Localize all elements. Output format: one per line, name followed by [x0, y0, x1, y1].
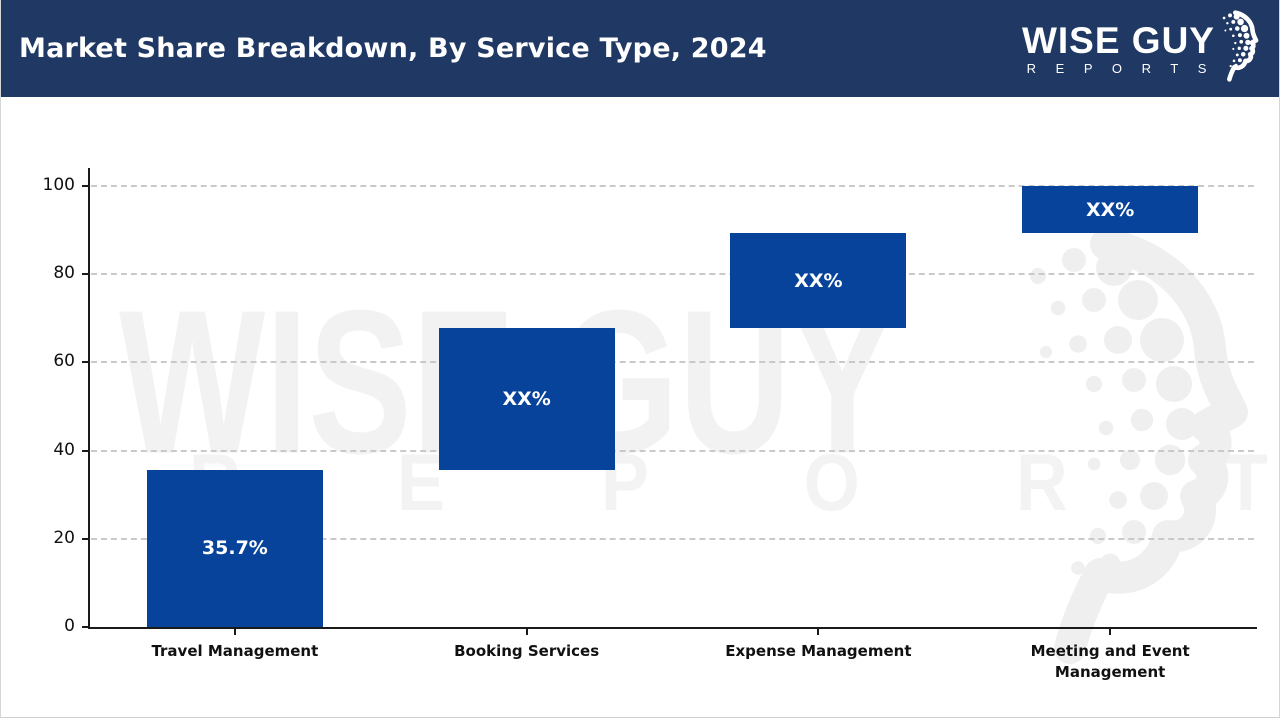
x-tick-mark: [233, 629, 236, 635]
brand-subname: R E P O R T S: [1026, 60, 1215, 76]
x-axis-label: Expense Management: [725, 642, 912, 660]
gridline: [91, 449, 1254, 452]
bar-value-label: XX%: [794, 269, 843, 292]
x-axis-label: Travel Management: [151, 642, 319, 660]
bar-value-label: 35.7%: [201, 537, 268, 560]
bar-value-label: XX%: [1085, 198, 1135, 221]
y-tick-mark: [82, 273, 89, 276]
watermark-subtext: R E P O R T S: [189, 438, 1279, 528]
bar: XX%: [438, 328, 615, 470]
y-tick-mark: [82, 449, 89, 452]
bar-value-label: XX%: [502, 387, 551, 410]
header: Market Share Breakdown, By Service Type,…: [1, 0, 1279, 97]
gridline: [91, 361, 1254, 364]
bar: XX%: [730, 233, 907, 328]
x-tick-mark: [817, 629, 820, 635]
page-title: Market Share Breakdown, By Service Type,…: [19, 33, 767, 64]
bar: XX%: [1022, 186, 1199, 234]
brand-name: WISE GUY: [1021, 19, 1215, 61]
y-axis-tick-label: 80: [53, 263, 75, 284]
gridline: [91, 537, 1254, 540]
x-axis-label: Meeting and Event Management: [1030, 642, 1190, 681]
x-tick-mark: [1109, 629, 1112, 635]
x-tick-mark: [525, 629, 528, 635]
y-tick-mark: [82, 537, 89, 540]
y-tick-mark: [82, 185, 89, 187]
y-axis-line: [88, 168, 90, 629]
y-axis-tick-label: 100: [42, 175, 75, 195]
y-axis-tick-label: 0: [64, 616, 75, 636]
x-axis-line: [88, 627, 1257, 629]
y-axis-tick-label: 60: [53, 351, 75, 372]
y-axis-tick-label: 40: [53, 439, 75, 460]
brand-logo-text: WISE GUY R E P O R T S: [1021, 19, 1215, 76]
gridline: [91, 273, 1254, 276]
y-tick-mark: [82, 626, 89, 628]
brand-logo: WISE GUY R E P O R T S: [1022, 0, 1265, 97]
chart-area: WISE GUY R E P O R T S 02040608010035.7%…: [1, 97, 1279, 717]
wise-guy-face-icon: [1222, 9, 1259, 82]
gridline: [91, 185, 1254, 187]
y-tick-mark: [82, 361, 89, 364]
bar: 35.7%: [146, 469, 323, 627]
x-axis-label: Booking Services: [454, 642, 600, 660]
face-watermark-icon: [1030, 228, 1248, 664]
y-axis-tick-label: 20: [53, 527, 75, 548]
